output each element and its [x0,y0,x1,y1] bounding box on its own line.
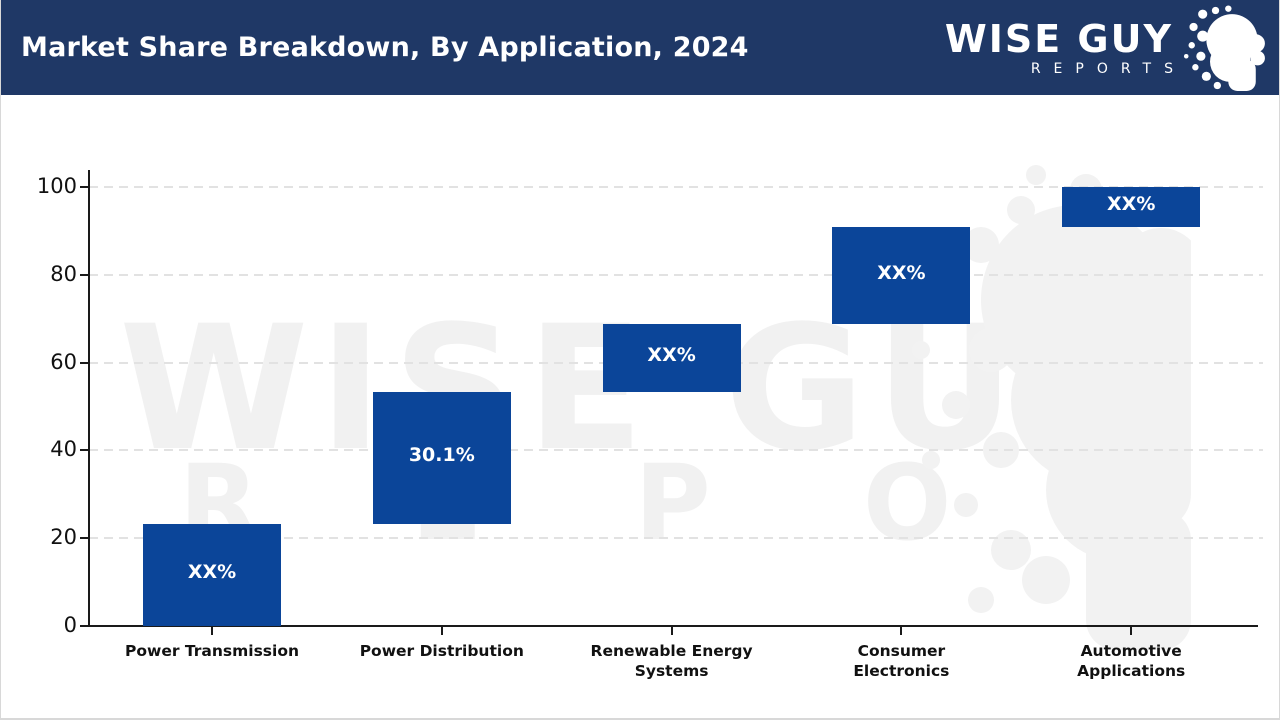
x-axis-category-label: Consumer Electronics [853,642,950,681]
logo-subtitle: REPORTS [1030,60,1186,77]
y-axis-tick-label: 0 [63,613,77,637]
x-axis-tick-mark [900,627,903,635]
bar-segment [602,324,741,392]
logo-wordmark: WISE GUY [944,16,1173,61]
x-axis-tick-mark [440,627,443,635]
x-axis-tick-mark [1130,627,1133,635]
x-axis-line [80,625,1258,627]
bar-segment [143,523,281,626]
logo-head-icon [1183,4,1265,91]
header-bar: Market Share Breakdown, By Application, … [1,0,1279,95]
gridline-40 [89,449,1263,452]
bar-value-label: XX% [647,343,696,366]
y-axis-tick-mark [80,273,89,276]
bar-value-label: XX% [187,560,237,583]
y-axis-tick-mark [80,361,89,364]
bar-segment [832,226,971,325]
bar-value-label: 30.1% [408,443,475,466]
y-axis-tick-label: 80 [50,261,77,286]
logo-text: WISE GUY REPORTS [945,20,1173,76]
wise-guy-reports-logo: WISE GUY REPORTS [945,4,1267,91]
y-axis-line [88,170,90,627]
y-axis-tick-mark [80,449,89,452]
y-axis-tick-mark [80,186,89,188]
page-title: Market Share Breakdown, By Application, … [21,32,749,63]
bar-value-label: XX% [1107,192,1156,215]
x-axis-category-label: Power Distribution [359,642,524,660]
y-axis-tick-label: 60 [50,349,77,374]
gridline-20 [89,537,1263,540]
gridline-80 [89,273,1263,276]
y-axis-tick-label: 20 [50,525,77,550]
watermark-head-silhouette [912,165,1191,650]
gridline-100 [89,186,1263,188]
bar-segment [1062,187,1201,227]
x-axis-category-label: Power Transmission [124,642,300,660]
y-axis-tick-label: 40 [50,437,77,462]
bar-segment [372,391,511,524]
x-axis-category-label: Renewable Energy Systems [590,642,753,681]
bar-value-label: XX% [877,261,926,284]
x-axis-tick-mark [211,627,213,635]
x-axis-tick-mark [670,627,673,635]
x-axis-category-label: Automotive Applications [1077,642,1186,681]
y-axis-tick-mark [80,537,89,540]
y-axis-tick-label: 100 [36,174,77,198]
